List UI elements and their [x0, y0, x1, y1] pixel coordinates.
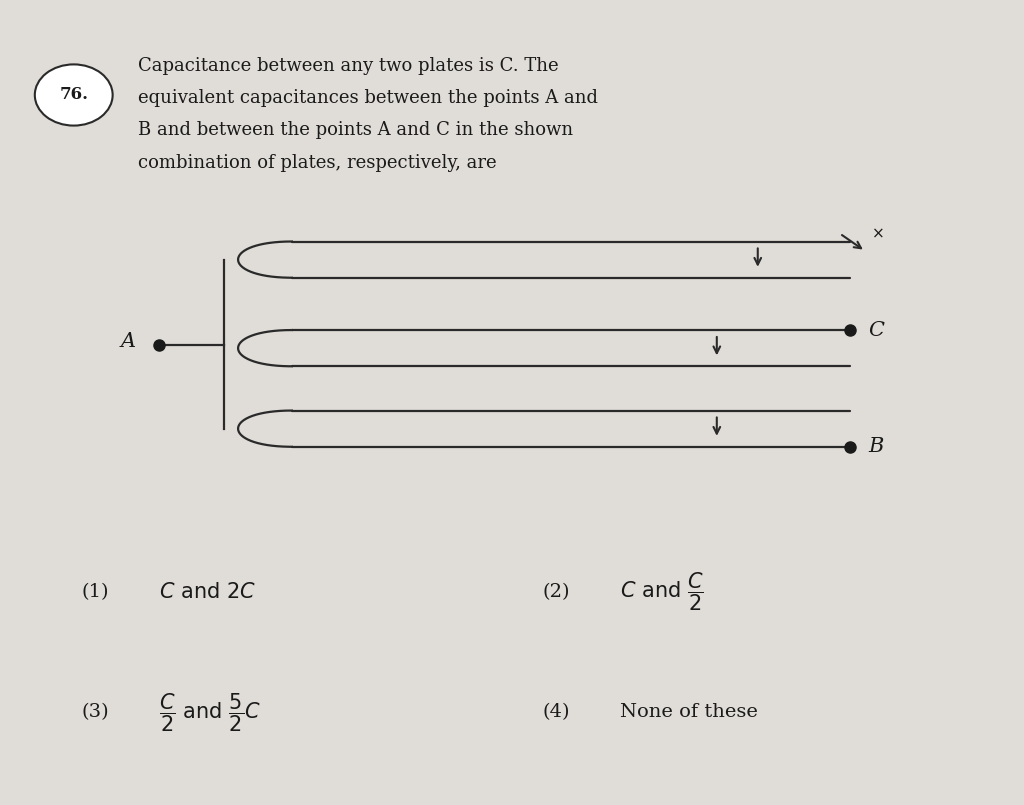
Text: $\dfrac{C}{2}$ and $\dfrac{5}{2}C$: $\dfrac{C}{2}$ and $\dfrac{5}{2}C$	[159, 691, 261, 733]
Text: $C$ and $2C$: $C$ and $2C$	[159, 582, 256, 601]
Text: 76.: 76.	[59, 86, 88, 104]
Text: (4): (4)	[543, 704, 570, 721]
Text: (1): (1)	[82, 583, 110, 601]
Text: $\times$: $\times$	[871, 226, 884, 241]
Text: equivalent capacitances between the points A and: equivalent capacitances between the poin…	[138, 89, 598, 107]
Text: A: A	[121, 332, 136, 351]
Text: combination of plates, respectively, are: combination of plates, respectively, are	[138, 154, 497, 171]
Text: $C$ and $\dfrac{C}{2}$: $C$ and $\dfrac{C}{2}$	[620, 571, 703, 613]
Text: None of these: None of these	[620, 704, 758, 721]
Text: C: C	[868, 320, 885, 340]
Circle shape	[35, 64, 113, 126]
Text: B and between the points A and C in the shown: B and between the points A and C in the …	[138, 122, 573, 139]
Text: (2): (2)	[543, 583, 570, 601]
Text: Capacitance between any two plates is C. The: Capacitance between any two plates is C.…	[138, 57, 559, 75]
Text: B: B	[868, 437, 884, 456]
Text: (3): (3)	[82, 704, 110, 721]
